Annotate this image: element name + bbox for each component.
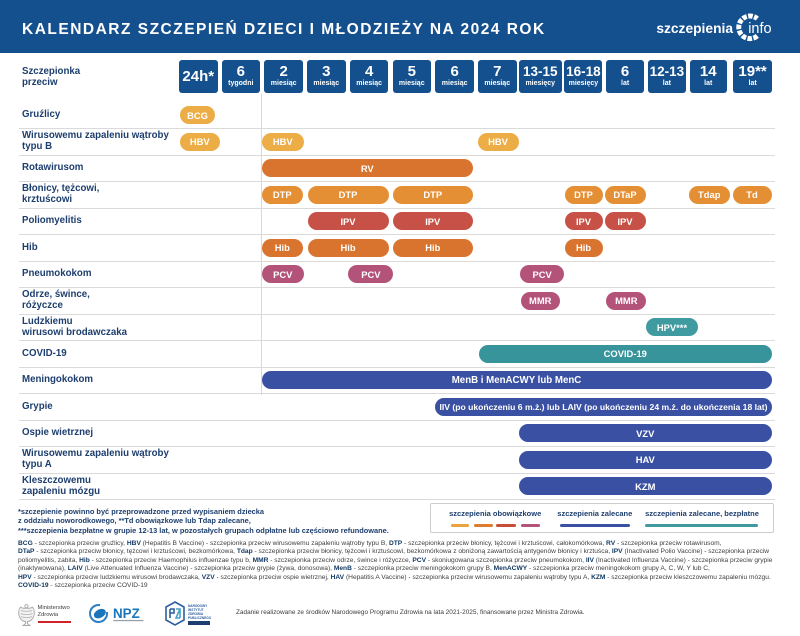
svg-text:info: info xyxy=(748,21,771,37)
svg-text:szczepienia: szczepienia xyxy=(656,21,733,36)
svg-text:INSTYTUT: INSTYTUT xyxy=(188,608,204,612)
svg-text:NPZ: NPZ xyxy=(113,606,140,621)
svg-text:NARODOWY: NARODOWY xyxy=(188,604,208,608)
svg-text:PUBLICZNEGO: PUBLICZNEGO xyxy=(188,616,212,620)
svg-text:ZDROWIA: ZDROWIA xyxy=(188,612,204,616)
